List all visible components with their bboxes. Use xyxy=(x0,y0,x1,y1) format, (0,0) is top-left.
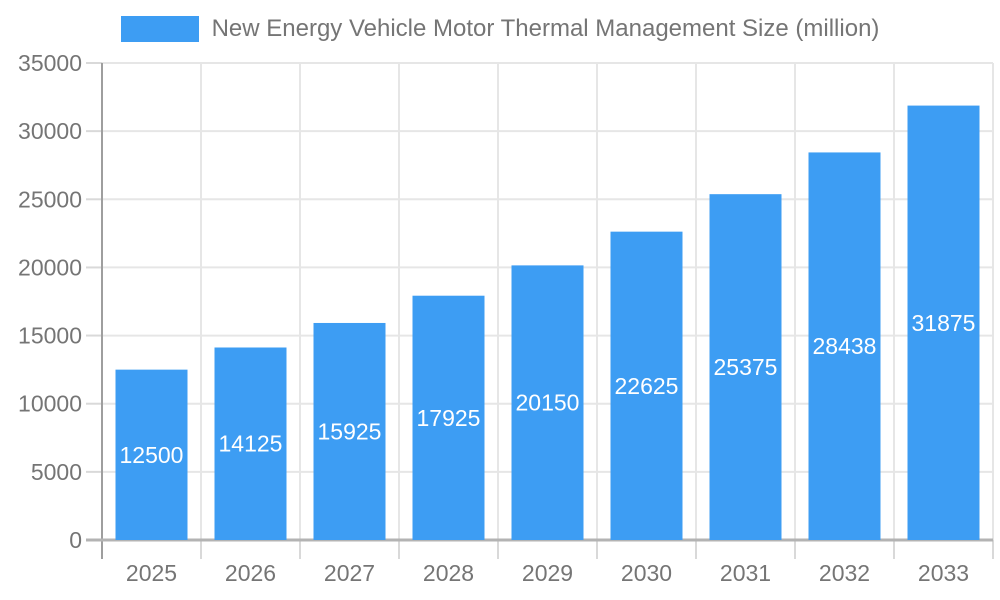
bar-2033[interactable] xyxy=(907,105,980,540)
bar-value-label: 14125 xyxy=(219,431,283,457)
y-tick-label: 0 xyxy=(69,527,82,553)
y-tick-label: 35000 xyxy=(18,50,82,76)
bar-2030[interactable] xyxy=(610,231,683,540)
bar-value-label: 20150 xyxy=(516,390,580,416)
x-tick-label: 2031 xyxy=(720,560,771,586)
bar-2026[interactable] xyxy=(214,347,287,540)
bar-value-label: 15925 xyxy=(318,418,382,444)
bar-2031[interactable] xyxy=(709,194,782,541)
y-tick-label: 20000 xyxy=(18,254,82,280)
bar-value-label: 22625 xyxy=(615,373,679,399)
y-tick-label: 5000 xyxy=(31,459,82,485)
legend[interactable]: New Energy Vehicle Motor Thermal Managem… xyxy=(0,15,1000,43)
bar-2029[interactable] xyxy=(511,265,584,540)
x-tick-label: 2029 xyxy=(522,560,573,586)
x-tick-label: 2026 xyxy=(225,560,276,586)
bar-value-label: 25375 xyxy=(714,354,778,380)
bar-2032[interactable] xyxy=(808,152,881,541)
x-tick-label: 2030 xyxy=(621,560,672,586)
bar-value-label: 28438 xyxy=(813,333,877,359)
y-tick-label: 10000 xyxy=(18,391,82,417)
y-tick-label: 15000 xyxy=(18,323,82,349)
x-tick-label: 2025 xyxy=(126,560,177,586)
bar-2025[interactable] xyxy=(115,369,188,540)
bar-2027[interactable] xyxy=(313,322,386,540)
y-tick-label: 30000 xyxy=(18,118,82,144)
bar-value-label: 12500 xyxy=(120,442,184,468)
bar-value-label: 17925 xyxy=(417,405,481,431)
bar-2028[interactable] xyxy=(412,295,485,540)
y-tick-label: 25000 xyxy=(18,186,82,212)
x-tick-label: 2027 xyxy=(324,560,375,586)
x-tick-label: 2032 xyxy=(819,560,870,586)
legend-label: New Energy Vehicle Motor Thermal Managem… xyxy=(211,15,880,42)
legend-swatch-icon xyxy=(120,16,199,42)
x-tick-label: 2033 xyxy=(918,560,969,586)
x-tick-label: 2028 xyxy=(423,560,474,586)
bar-value-label: 31875 xyxy=(912,310,976,336)
